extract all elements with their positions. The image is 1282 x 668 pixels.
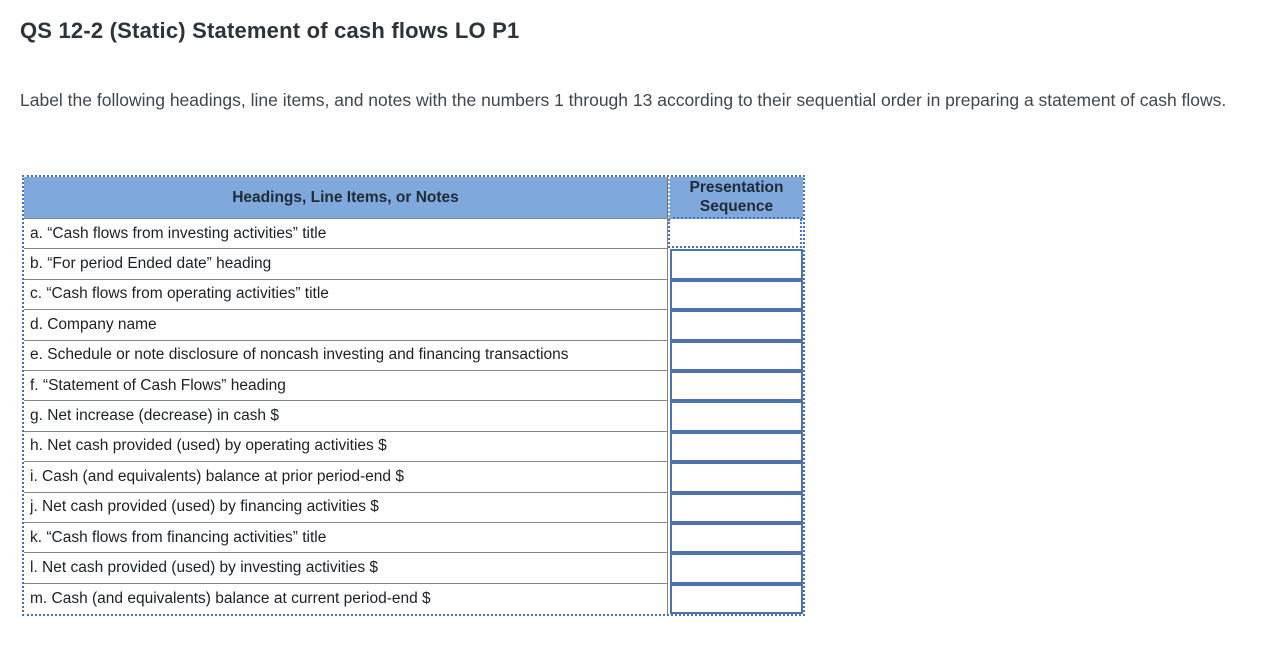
sequence-cell [668,522,803,554]
table-row: h. Net cash provided (used) by operating… [24,431,803,463]
sequence-cell [668,310,803,341]
sequence-input-h[interactable] [670,431,803,463]
sequence-cell [668,401,803,432]
instructions-text: Label the following headings, line items… [20,90,1227,110]
row-label: b. “For period Ended date” heading [24,249,668,280]
sequence-cell [668,340,803,371]
row-label: c. “Cash flows from operating activities… [24,279,668,311]
table-row: g. Net increase (decrease) in cash $ [24,401,803,432]
sequence-input-i[interactable] [670,462,803,493]
sequence-input-g[interactable] [670,401,803,432]
table-row: f. “Statement of Cash Flows” heading [24,370,803,402]
table-row: l. Net cash provided (used) by investing… [24,553,803,584]
sequence-input-l[interactable] [670,553,803,584]
row-label: e. Schedule or note disclosure of noncas… [24,340,668,371]
table-row: d. Company name [24,310,803,341]
sequence-cell [668,370,803,402]
column-header-presentation-sequence: Presentation Sequence [668,177,803,219]
row-label: d. Company name [24,310,668,341]
table-row: e. Schedule or note disclosure of noncas… [24,340,803,371]
row-label: i. Cash (and equivalents) balance at pri… [24,462,668,493]
table-row: a. “Cash flows from investing activities… [24,219,803,250]
sequence-input-a[interactable] [668,219,802,249]
sequence-input-b[interactable] [670,249,803,280]
row-label: l. Net cash provided (used) by investing… [24,553,668,584]
sequence-input-m[interactable] [670,583,803,615]
table-row: i. Cash (and equivalents) balance at pri… [24,462,803,493]
sequence-cell [668,431,803,463]
row-label: k. “Cash flows from financing activities… [24,522,668,554]
row-label: h. Net cash provided (used) by operating… [24,431,668,463]
row-label: j. Net cash provided (used) by financing… [24,492,668,523]
page-title: QS 12-2 (Static) Statement of cash flows… [20,18,520,43]
sequence-input-f[interactable] [670,370,803,402]
sequence-input-k[interactable] [670,522,803,554]
row-label: m. Cash (and equivalents) balance at cur… [24,583,668,615]
sequence-cell [668,219,803,250]
sequence-input-e[interactable] [670,340,803,371]
sequence-input-j[interactable] [670,492,803,523]
table-row: m. Cash (and equivalents) balance at cur… [24,583,803,615]
table-header-row: Headings, Line Items, or Notes Presentat… [24,177,803,219]
sequence-cell [668,492,803,523]
sequence-cell [668,553,803,584]
row-label: g. Net increase (decrease) in cash $ [24,401,668,432]
table-row: j. Net cash provided (used) by financing… [24,492,803,523]
sequence-cell [668,583,803,615]
column-header-items: Headings, Line Items, or Notes [24,177,668,219]
table-row: k. “Cash flows from financing activities… [24,522,803,554]
sequence-cell [668,279,803,311]
statement-table: Headings, Line Items, or Notes Presentat… [22,175,805,617]
row-label: a. “Cash flows from investing activities… [24,219,668,250]
sequence-input-c[interactable] [670,279,803,311]
table-row: b. “For period Ended date” heading [24,249,803,280]
sequence-input-d[interactable] [670,310,803,341]
sequence-cell [668,249,803,280]
sequence-cell [668,462,803,493]
row-label: f. “Statement of Cash Flows” heading [24,370,668,402]
table-row: c. “Cash flows from operating activities… [24,279,803,311]
